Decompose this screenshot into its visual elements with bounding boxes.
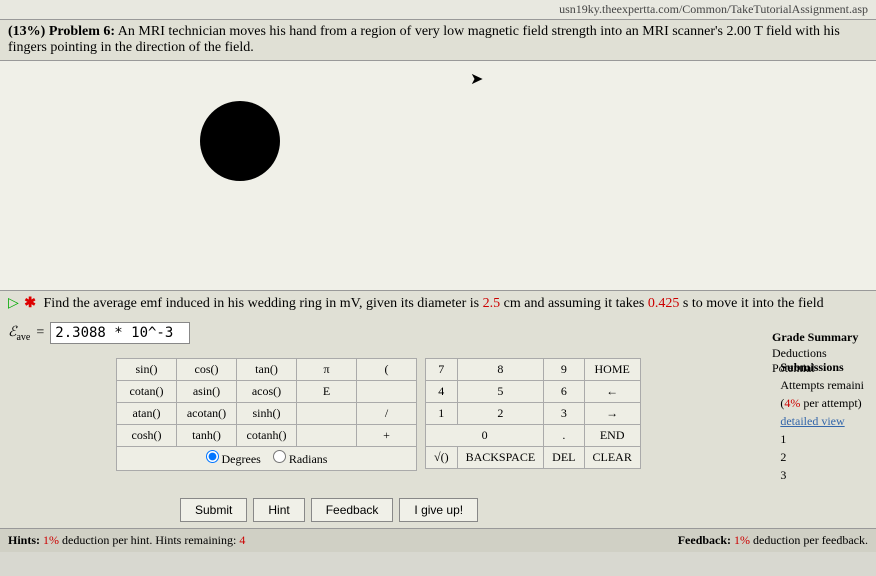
x-icon: ✱	[24, 296, 36, 311]
key-lparen[interactable]: (	[357, 359, 417, 381]
question-val1: 2.5	[483, 296, 501, 311]
degrees-radio[interactable]: Degrees	[206, 452, 261, 466]
answer-row: ℰave =	[0, 316, 876, 350]
key-0[interactable]: 0	[426, 425, 544, 447]
key-8[interactable]: 8	[457, 359, 544, 381]
hint-button[interactable]: Hint	[253, 498, 304, 522]
feedback-pct: 1%	[734, 533, 750, 547]
key-plus[interactable]: +	[357, 425, 417, 447]
key-1[interactable]: 1	[426, 403, 458, 425]
key-pi[interactable]: π	[297, 359, 357, 381]
url-text: usn19ky.theexpertta.com/Common/TakeTutor…	[559, 2, 868, 16]
key-home[interactable]: HOME	[584, 359, 640, 381]
hints-remaining: 4	[239, 533, 245, 547]
key-acotan[interactable]: acotan()	[177, 403, 237, 425]
key-e[interactable]: E	[297, 381, 357, 403]
row-2: 2	[780, 448, 864, 466]
key-acos[interactable]: acos()	[237, 381, 297, 403]
url-bar: usn19ky.theexpertta.com/Common/TakeTutor…	[0, 0, 876, 20]
hints-label: Hints:	[8, 533, 40, 547]
footer-bar: Hints: 1% deduction per hint. Hints rema…	[0, 528, 876, 552]
function-keypad: sin() cos() tan() π ( ) cotan() asin() a…	[116, 358, 417, 471]
question-suffix: s to move it into the field	[683, 296, 824, 311]
grade-title: Grade Summary	[772, 330, 872, 346]
radians-radio[interactable]: Radians	[273, 452, 328, 466]
hints-text: deduction per hint. Hints remaining:	[62, 533, 236, 547]
key-cotanh[interactable]: cotanh()	[237, 425, 297, 447]
feedback-text: deduction per feedback.	[753, 533, 868, 547]
key-blank2[interactable]	[297, 403, 357, 425]
mode-row: Degrees Radians	[117, 447, 417, 471]
answer-lhs: ℰave	[8, 324, 30, 343]
key-3[interactable]: 3	[544, 403, 584, 425]
grade-deductions: Deductions	[772, 346, 872, 362]
key-clear[interactable]: CLEAR	[584, 447, 640, 469]
question-prefix: Find the average emf induced in his wedd…	[44, 296, 480, 311]
key-end[interactable]: END	[584, 425, 640, 447]
flag-icon: ▷	[8, 296, 19, 311]
problem-image-area: ➤	[0, 61, 876, 291]
key-left[interactable]: ←	[584, 381, 640, 403]
calculator-area: sin() cos() tan() π ( ) cotan() asin() a…	[0, 350, 876, 492]
feedback-button[interactable]: Feedback	[311, 498, 394, 522]
key-right[interactable]: →	[584, 403, 640, 425]
key-7[interactable]: 7	[426, 359, 458, 381]
key-del[interactable]: DEL	[544, 447, 584, 469]
per-attempt: per attempt)	[803, 396, 861, 410]
submit-button[interactable]: Submit	[180, 498, 247, 522]
key-tanh[interactable]: tanh()	[177, 425, 237, 447]
grade-potential: Potential	[772, 361, 872, 377]
row-1: 1	[780, 430, 864, 448]
number-keypad: 7 8 9 HOME 4 5 6 ← 1 2 3 → 0 . END	[425, 358, 641, 469]
key-dot[interactable]: .	[544, 425, 584, 447]
feedback-label: Feedback:	[678, 533, 731, 547]
key-cos[interactable]: cos()	[177, 359, 237, 381]
key-9[interactable]: 9	[544, 359, 584, 381]
question-mid: cm and assuming it takes	[504, 296, 645, 311]
hints-info: Hints: 1% deduction per hint. Hints rema…	[8, 533, 245, 548]
grade-summary: Grade Summary Deductions Potential	[772, 330, 872, 377]
key-cosh[interactable]: cosh()	[117, 425, 177, 447]
question-row: ▷ ✱ Find the average emf induced in his …	[0, 291, 876, 316]
key-sin[interactable]: sin()	[117, 359, 177, 381]
key-sqrt[interactable]: √()	[426, 447, 458, 469]
key-div[interactable]: /	[357, 403, 417, 425]
problem-text: An MRI technician moves his hand from a …	[8, 24, 840, 55]
key-asin[interactable]: asin()	[177, 381, 237, 403]
problem-percent: (13%)	[8, 24, 45, 39]
detailed-view-link[interactable]: detailed view	[780, 414, 844, 428]
attempts-label: Attempts remaini	[780, 376, 864, 394]
key-2[interactable]: 2	[457, 403, 544, 425]
problem-header: (13%) Problem 6: An MRI technician moves…	[0, 20, 876, 61]
cursor-icon: ➤	[470, 69, 483, 89]
question-val2: 0.425	[648, 296, 680, 311]
key-6[interactable]: 6	[544, 381, 584, 403]
key-backspace[interactable]: BACKSPACE	[457, 447, 544, 469]
answer-input[interactable]	[50, 322, 190, 344]
key-cotan[interactable]: cotan()	[117, 381, 177, 403]
attempt-pct: 4%	[784, 396, 800, 410]
key-blank1[interactable]	[357, 381, 417, 403]
key-5[interactable]: 5	[457, 381, 544, 403]
submissions-panel: Submissions Attempts remaini (4% per att…	[780, 358, 868, 484]
problem-label: Problem 6:	[49, 24, 115, 39]
emf-sub: ave	[16, 331, 30, 342]
key-atan[interactable]: atan()	[117, 403, 177, 425]
row-3: 3	[780, 466, 864, 484]
key-blank3[interactable]	[297, 425, 357, 447]
equals-sign: =	[36, 325, 44, 341]
key-sinh[interactable]: sinh()	[237, 403, 297, 425]
action-buttons: Submit Hint Feedback I give up!	[0, 492, 876, 528]
feedback-info: Feedback: 1% deduction per feedback.	[678, 533, 868, 548]
ring-graphic	[200, 101, 280, 181]
giveup-button[interactable]: I give up!	[399, 498, 478, 522]
key-4[interactable]: 4	[426, 381, 458, 403]
hints-pct: 1%	[43, 533, 59, 547]
key-tan[interactable]: tan()	[237, 359, 297, 381]
